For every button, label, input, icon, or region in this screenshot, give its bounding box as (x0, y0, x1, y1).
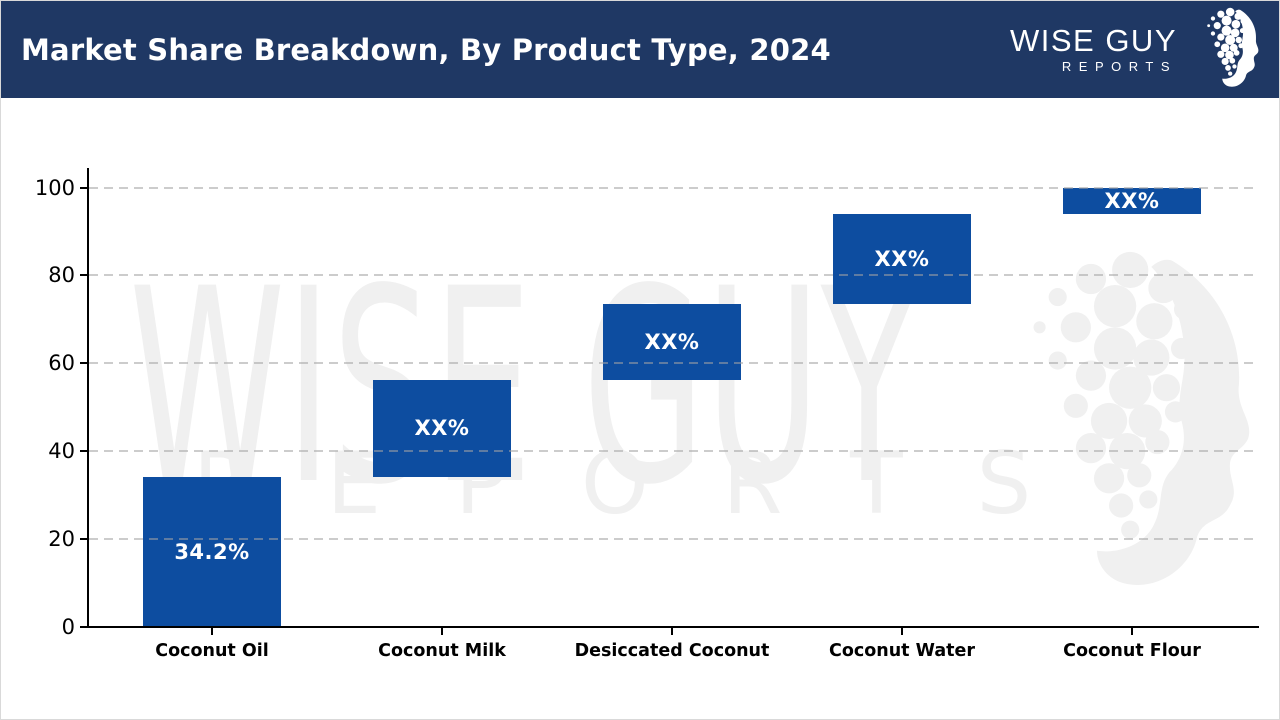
gridline (89, 362, 1258, 365)
bar: XX% (833, 214, 971, 305)
x-tick-label: Coconut Flour (1063, 641, 1201, 661)
bar: XX% (373, 380, 511, 477)
bar-value-label: XX% (1104, 188, 1160, 213)
bar: XX% (1063, 187, 1201, 215)
x-tick-label: Coconut Oil (155, 641, 269, 661)
logo-head-icon (1207, 7, 1259, 87)
bar-value-label: XX% (644, 330, 700, 355)
header: Market Share Breakdown, By Product Type,… (1, 1, 1279, 98)
logo-text: WISE GUY REPORTS (1009, 22, 1177, 75)
bar: XX% (603, 304, 741, 381)
x-tick (1131, 628, 1133, 635)
y-tick-label: 0 (61, 615, 75, 639)
y-tick-label: 20 (48, 527, 75, 552)
gridline (89, 274, 1258, 277)
x-tick-label: Desiccated Coconut (574, 641, 770, 661)
x-tick-label: Coconut Water (829, 641, 975, 661)
x-tick (671, 628, 673, 635)
y-tick-label: 60 (48, 351, 75, 376)
bar: 34.2% (143, 476, 281, 627)
x-axis-spine (87, 626, 1259, 628)
page-title: Market Share Breakdown, By Product Type,… (21, 32, 831, 67)
y-tick-label: 80 (48, 263, 75, 288)
x-tick (441, 628, 443, 635)
y-tick (80, 186, 88, 189)
y-tick (80, 538, 88, 541)
y-tick-label: 100 (34, 175, 75, 200)
bar-value-label: XX% (414, 416, 470, 441)
y-tick (80, 274, 88, 277)
y-tick (80, 450, 88, 453)
y-tick (80, 362, 88, 365)
gridline (89, 186, 1258, 189)
watermark-wordmark: WISE GUY (129, 232, 918, 544)
gridline (89, 538, 1258, 541)
y-axis-spine (87, 168, 89, 628)
gridline (89, 450, 1258, 453)
logo-wordmark: WISE GUY (1009, 22, 1177, 58)
logo-reports-label: REPORTS (1061, 59, 1177, 75)
bar-value-label: XX% (874, 247, 930, 272)
x-tick (211, 628, 213, 635)
y-tick-label: 40 (48, 439, 75, 464)
x-tick-label: Coconut Milk (378, 641, 506, 661)
brand-logo: WISE GUY REPORTS (1010, 7, 1267, 93)
x-tick (901, 628, 903, 635)
y-tick (80, 626, 88, 628)
bar-value-label: 34.2% (174, 539, 250, 564)
